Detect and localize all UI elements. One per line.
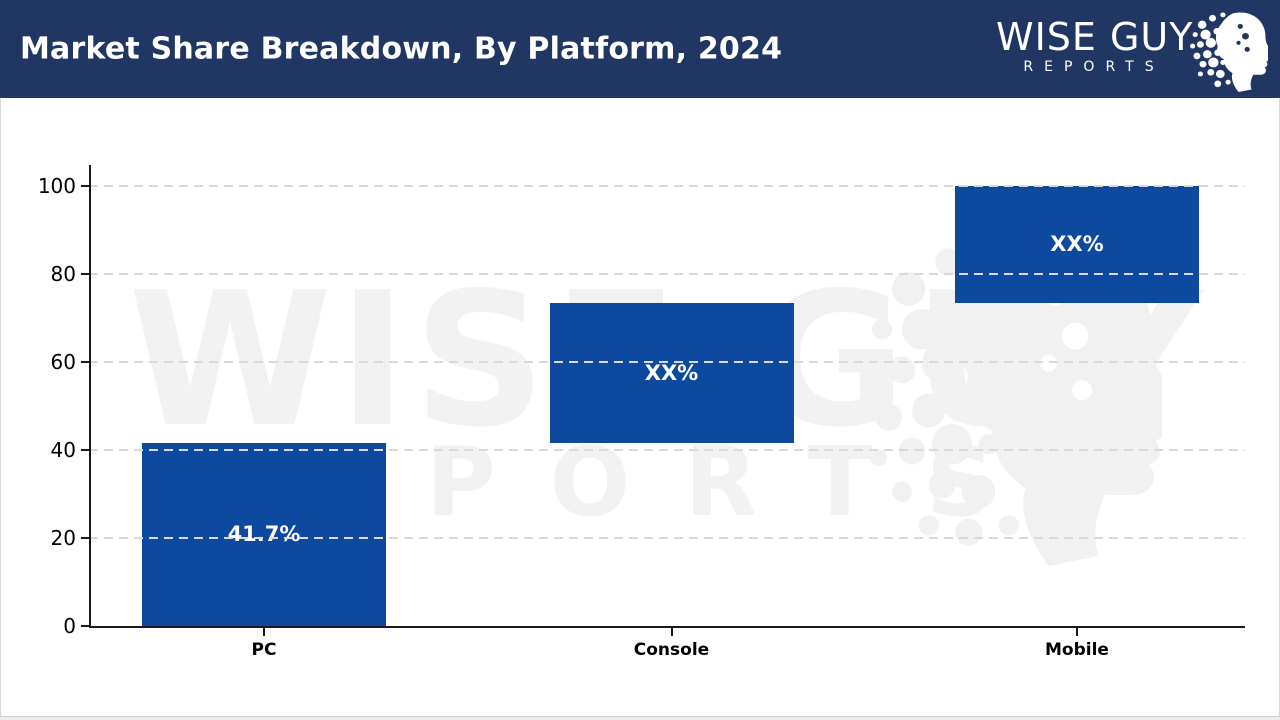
bar-pc: 41.7% [142, 442, 386, 626]
y-tick-label-80: 80 [50, 262, 76, 286]
y-tick-20 [81, 537, 89, 539]
y-tick-label-40: 40 [50, 438, 76, 462]
x-tick-console [670, 628, 673, 636]
header-bar: Market Share Breakdown, By Platform, 202… [0, 0, 1280, 98]
x-category-label-pc: PC [251, 640, 277, 660]
logo-text: WISE GUY REPORTS [996, 15, 1194, 75]
y-tick-60 [81, 361, 89, 363]
y-tick-label-0: 0 [63, 614, 76, 638]
y-tick-label-100: 100 [37, 174, 76, 198]
x-category-label-console: Console [633, 640, 710, 660]
bar-value-label-pc: 41.7% [227, 522, 301, 547]
x-axis-line [89, 626, 1245, 628]
wise-guy-reports-logo: WISE GUY REPORTS [996, 6, 1268, 92]
gridline-40 [89, 449, 1245, 451]
logo-subtitle: REPORTS [1023, 59, 1165, 75]
y-tick-label-60: 60 [50, 350, 76, 374]
x-tick-pc [263, 628, 265, 636]
x-tick-mobile [1076, 628, 1078, 636]
bar-mobile: XX% [955, 186, 1199, 303]
gridline-60 [89, 361, 1245, 363]
y-tick-label-20: 20 [50, 526, 76, 550]
gridline-100 [89, 185, 1245, 187]
logo-head-icon [1190, 12, 1268, 92]
bar-value-label-console: XX% [644, 360, 699, 385]
gridline-20 [89, 537, 1245, 539]
logo-wordmark: WISE GUY [996, 15, 1194, 59]
y-tick-40 [81, 449, 89, 451]
y-tick-100 [81, 185, 89, 187]
page-title: Market Share Breakdown, By Platform, 202… [20, 31, 783, 67]
x-category-label-mobile: Mobile [1045, 640, 1109, 660]
y-tick-0 [81, 625, 89, 627]
bottom-edge-strip [0, 716, 1280, 720]
bar-console: XX% [549, 302, 794, 443]
gridline-80 [89, 273, 1245, 275]
y-axis-line [89, 165, 91, 628]
bar-value-label-mobile: XX% [1050, 232, 1104, 257]
y-tick-80 [81, 273, 89, 275]
